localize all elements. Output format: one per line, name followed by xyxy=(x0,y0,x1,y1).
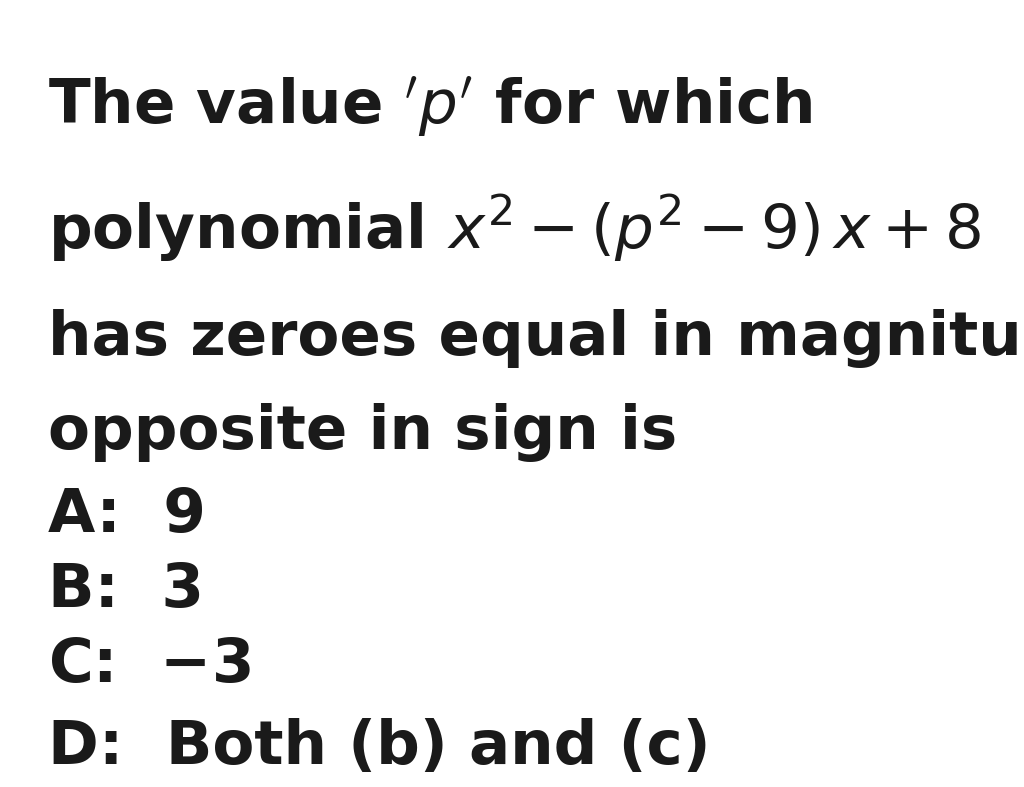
Text: The value $' p '$ for which: The value $' p '$ for which xyxy=(48,74,812,139)
Text: opposite in sign is: opposite in sign is xyxy=(48,404,677,462)
Text: B:  3: B: 3 xyxy=(48,561,204,619)
Text: C:  $\mathbf{-3}$: C: $\mathbf{-3}$ xyxy=(48,636,251,694)
Text: D:  Both (b) and (c): D: Both (b) and (c) xyxy=(48,719,711,777)
Text: A:  9: A: 9 xyxy=(48,486,206,545)
Text: has zeroes equal in magnitude but: has zeroes equal in magnitude but xyxy=(48,309,1024,368)
Text: polynomial $x^2 - (p^2 - 9)\,x + 8$: polynomial $x^2 - (p^2 - 9)\,x + 8$ xyxy=(48,193,981,264)
